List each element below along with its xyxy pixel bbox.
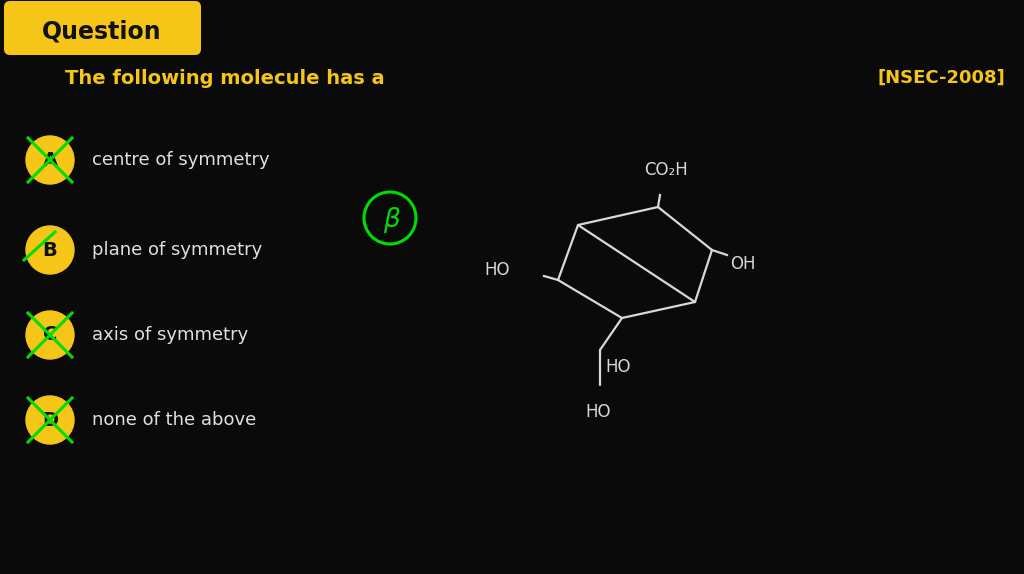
Text: D: D [42, 410, 58, 429]
Text: none of the above: none of the above [92, 411, 256, 429]
Text: β: β [383, 207, 399, 233]
Circle shape [26, 136, 74, 184]
Circle shape [26, 311, 74, 359]
Text: B: B [43, 241, 57, 259]
Text: CO₂H: CO₂H [644, 161, 688, 179]
Circle shape [26, 396, 74, 444]
Text: centre of symmetry: centre of symmetry [92, 151, 269, 169]
Text: The following molecule has a: The following molecule has a [65, 68, 385, 87]
Text: A: A [42, 150, 57, 169]
FancyBboxPatch shape [4, 1, 201, 55]
Text: plane of symmetry: plane of symmetry [92, 241, 262, 259]
Text: [NSEC-2008]: [NSEC-2008] [878, 69, 1005, 87]
Text: HO: HO [585, 403, 610, 421]
Text: HO: HO [605, 358, 631, 376]
Circle shape [26, 226, 74, 274]
Text: HO: HO [484, 261, 510, 279]
Text: axis of symmetry: axis of symmetry [92, 326, 248, 344]
Text: Question: Question [42, 19, 162, 43]
Text: C: C [43, 325, 57, 344]
Text: OH: OH [730, 255, 756, 273]
